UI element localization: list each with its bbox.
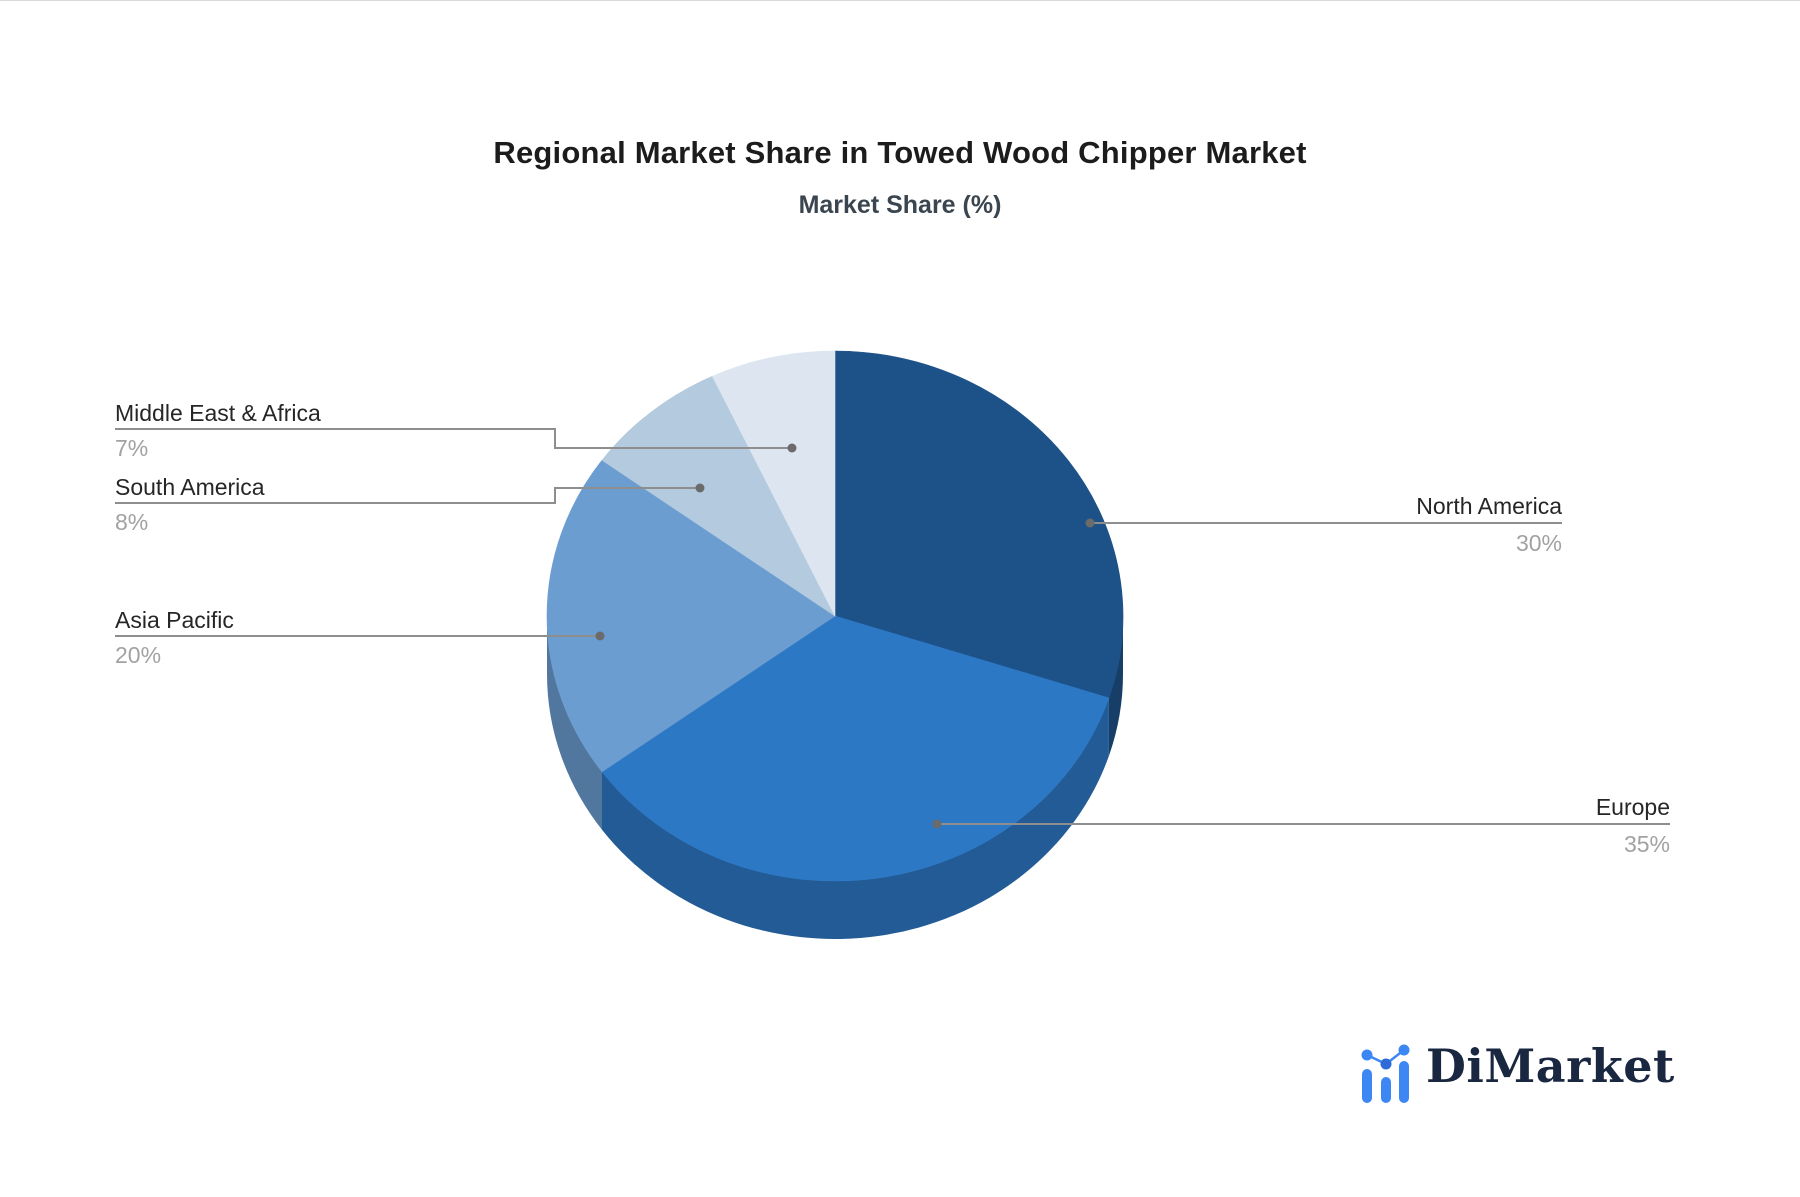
leader-dot-south-america bbox=[695, 483, 705, 493]
leader-dots bbox=[595, 443, 1095, 829]
pie-slice-rim-europe bbox=[602, 697, 1109, 939]
callout-label-europe: Europe bbox=[1595, 794, 1670, 820]
leader-dot-north-america bbox=[1085, 518, 1095, 528]
dimarket-logo: DiMarket bbox=[1360, 1039, 1675, 1107]
pie-slices bbox=[546, 350, 1124, 939]
callout-value-north-america: 30% bbox=[1515, 530, 1562, 556]
callout-label-north-america: North America bbox=[1416, 493, 1562, 519]
bar-chart-with-trend-dots-icon bbox=[1361, 1044, 1410, 1103]
pie-slice-south-america[interactable] bbox=[601, 375, 836, 617]
chart-subtitle: Market Share (%) bbox=[798, 191, 1002, 219]
pie-slice-middle-east-africa[interactable] bbox=[711, 350, 836, 617]
leader-dot-asia-pacific bbox=[595, 631, 605, 641]
chart-title: Regional Market Share in Towed Wood Chip… bbox=[493, 135, 1307, 170]
leader-lines bbox=[115, 428, 1670, 825]
pie-slice-rim-north-america bbox=[1108, 616, 1123, 756]
logo-text: DiMarket bbox=[1426, 1039, 1675, 1093]
leader-dot-europe bbox=[932, 819, 942, 829]
callout-value-asia-pacific: 20% bbox=[115, 642, 162, 668]
leader-line-middle-east-africa bbox=[115, 428, 792, 449]
callout-label-south-america: South America bbox=[115, 474, 265, 500]
pie-slice-rim-asia-pacific bbox=[547, 616, 603, 830]
callout-label-middle-east-africa: Middle East & Africa bbox=[115, 400, 321, 426]
pie-slice-asia-pacific[interactable] bbox=[546, 459, 836, 773]
leader-dot-middle-east-africa bbox=[787, 443, 797, 453]
pie-slice-europe[interactable] bbox=[601, 615, 1110, 882]
pie-slice-north-america[interactable] bbox=[834, 350, 1124, 699]
callout-value-europe: 35% bbox=[1623, 831, 1670, 857]
callout-value-south-america: 8% bbox=[115, 509, 149, 535]
callout-label-asia-pacific: Asia Pacific bbox=[115, 607, 234, 633]
callout-value-middle-east-africa: 7% bbox=[115, 435, 149, 461]
leader-line-south-america bbox=[115, 487, 700, 504]
